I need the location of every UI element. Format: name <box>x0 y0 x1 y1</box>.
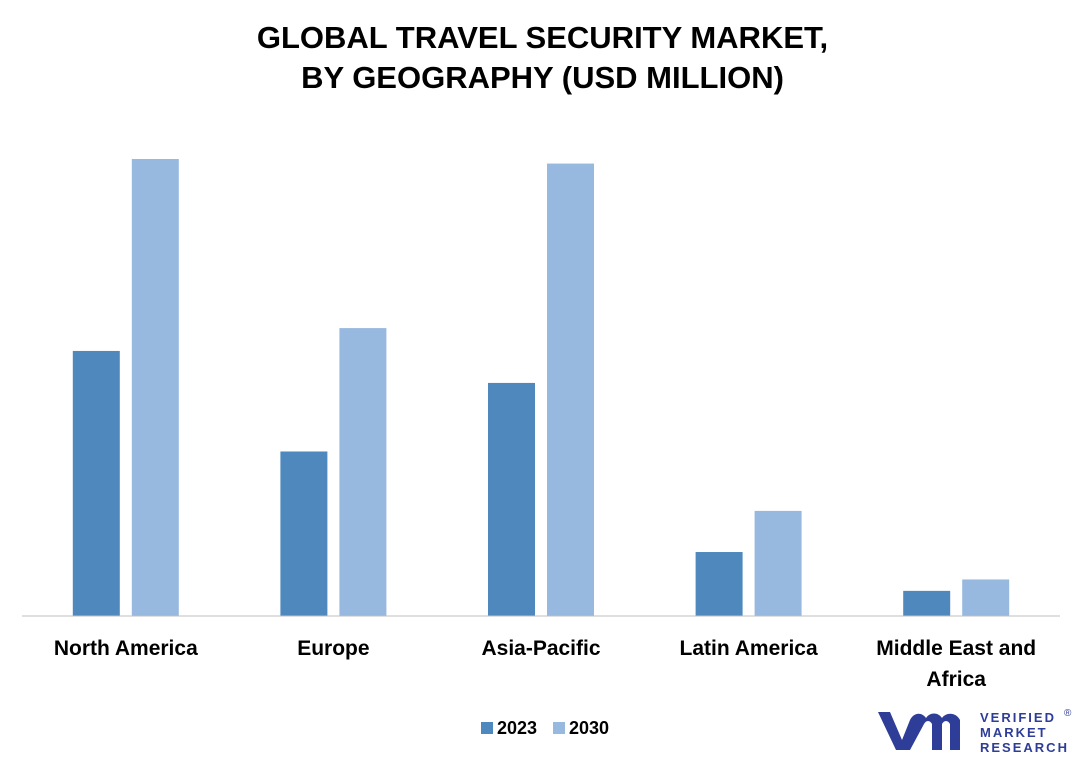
bar-2023-latin-america <box>695 552 743 616</box>
bar-2030-middle-east-and-africa <box>962 579 1010 616</box>
x-tick-label-middle-east-and-africa: Middle East and Africa <box>876 637 1036 691</box>
bar-2023-asia-pacific <box>488 382 535 616</box>
legend: 2023 2030 <box>481 718 609 738</box>
legend-swatch-2030 <box>553 722 565 734</box>
x-tick-label-europe: Europe <box>297 637 369 660</box>
registered-mark: ® <box>1064 708 1072 719</box>
bar-2030-latin-america <box>754 510 802 616</box>
bar-2023-middle-east-and-africa <box>903 590 951 616</box>
bar-2030-asia-pacific <box>547 163 594 616</box>
x-axis-labels: North America Europe Asia-Pacific Latin Ame… <box>54 637 1036 691</box>
logo-line-1: VERIFIED <box>980 710 1056 725</box>
verified-market-research-logo: VERIFIED MARKET RESEARCH ® <box>878 708 1072 755</box>
logo-line-2: MARKET <box>980 725 1048 740</box>
x-tick-label-north-america: North America <box>54 637 198 660</box>
bars-group <box>72 159 1010 616</box>
chart-title: GLOBAL TRAVEL SECURITY MARKET, BY GEOGRA… <box>0 18 1085 98</box>
chart-title-line-2: BY GEOGRAPHY (USD MILLION) <box>301 60 784 95</box>
legend-swatch-2023 <box>481 722 493 734</box>
bar-2030-north-america <box>131 159 179 616</box>
bar-2023-europe <box>280 451 328 616</box>
legend-label-2023: 2023 <box>497 718 537 738</box>
bar-2023-north-america <box>72 350 120 616</box>
chart-title-line-1: GLOBAL TRAVEL SECURITY MARKET, <box>256 20 829 55</box>
bar-2030-europe <box>339 328 387 616</box>
legend-label-2030: 2030 <box>569 718 609 738</box>
x-tick-label-asia-pacific: Asia-Pacific <box>481 637 600 660</box>
logo-line-3: RESEARCH <box>980 740 1069 755</box>
logo-mark-icon <box>878 712 960 750</box>
x-tick-label-latin-america: Latin America <box>680 637 818 660</box>
